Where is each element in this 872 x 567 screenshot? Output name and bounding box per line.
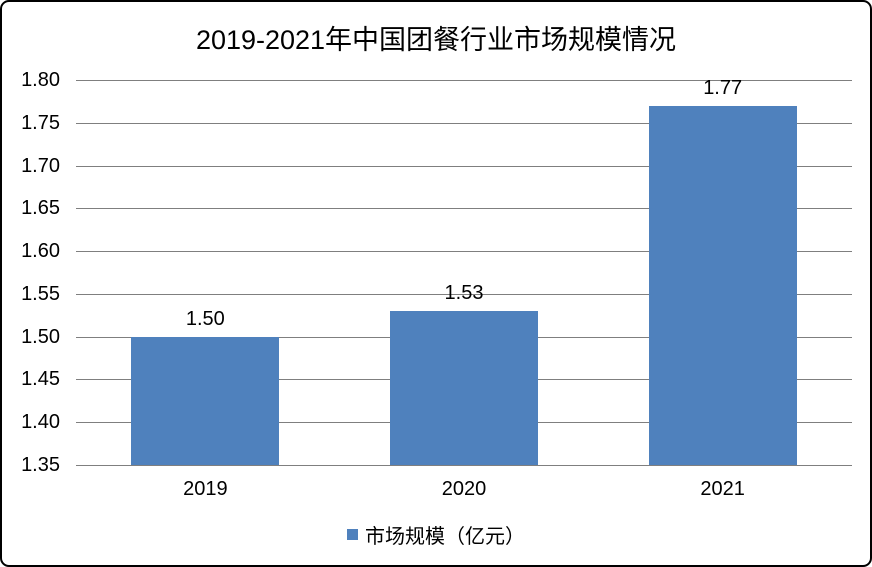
chart-title: 2019-2021年中国团餐行业市场规模情况 <box>195 25 677 55</box>
bar-value-label: 1.53 <box>444 282 484 304</box>
gridline <box>76 165 852 167</box>
gridline <box>76 208 852 210</box>
bar <box>648 105 797 465</box>
y-axis-label: 1.80 <box>21 69 60 91</box>
legend-square-icon <box>347 528 358 540</box>
x-axis-label: 2021 <box>700 478 745 500</box>
y-axis-label: 1.35 <box>21 454 60 476</box>
y-axis-label: 1.70 <box>21 154 60 177</box>
bar-value-label: 1.77 <box>703 76 743 99</box>
bar <box>131 336 280 465</box>
x-axis-label: 2020 <box>441 478 487 500</box>
y-axis-label: 1.45 <box>21 368 60 391</box>
y-axis-label: 1.55 <box>21 282 60 305</box>
y-axis-label: 1.60 <box>21 240 60 263</box>
gridline <box>76 293 852 295</box>
y-axis-label: 1.65 <box>21 197 60 220</box>
gridline <box>76 122 852 124</box>
gridline <box>76 251 852 253</box>
x-axis-label: 2019 <box>183 478 228 500</box>
y-axis-label: 1.50 <box>21 325 60 348</box>
y-axis-label: 1.75 <box>21 111 60 134</box>
bar-value-label: 1.50 <box>185 307 225 330</box>
y-axis-label: 1.40 <box>21 411 60 434</box>
gridline <box>76 465 852 466</box>
bar <box>390 311 538 465</box>
legend: 市场规模（亿元） <box>2 520 870 548</box>
legend-label: 市场规模（亿元） <box>365 525 525 548</box>
gridline <box>76 80 852 81</box>
